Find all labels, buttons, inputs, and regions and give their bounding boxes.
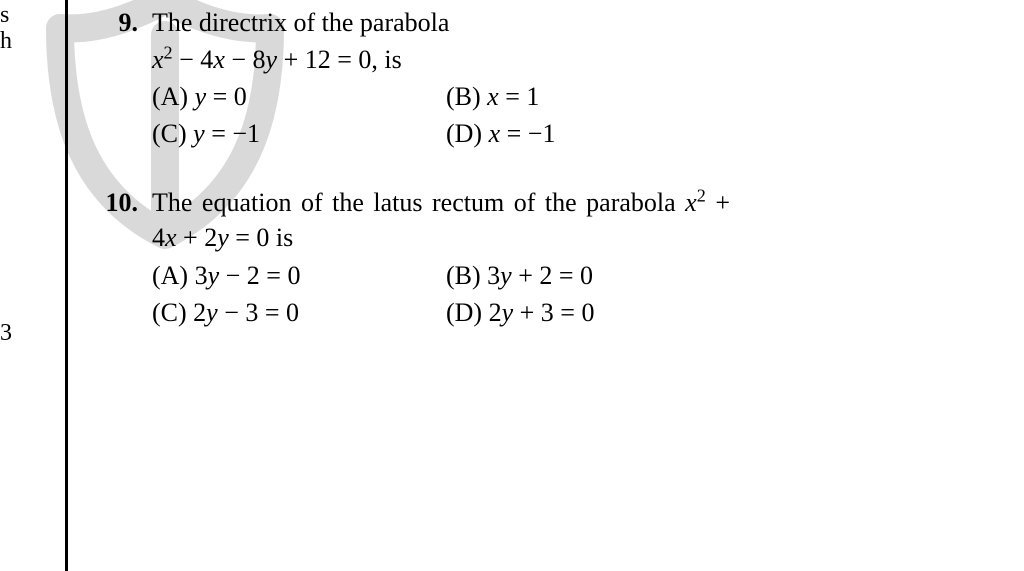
option-d: (D) x = −1 <box>446 116 730 151</box>
option-c: (C) 2y − 3 = 0 <box>152 295 436 330</box>
option-label: (B) <box>446 261 481 290</box>
questions-column: 9. The directrix of the parabola x2 − 4x… <box>90 5 730 364</box>
option-label: (D) <box>446 119 482 148</box>
question-stem: The equation of the latus rectum of the … <box>152 185 730 255</box>
question-number: 9. <box>90 5 152 151</box>
option-c: (C) y = −1 <box>152 116 436 151</box>
option-value: x = 1 <box>487 82 539 111</box>
question-stem-line1: The directrix of the parabola <box>152 5 730 40</box>
question-9: 9. The directrix of the parabola x2 − 4x… <box>90 5 730 151</box>
margin-char-2: h <box>0 28 12 54</box>
option-label: (A) <box>152 82 188 111</box>
option-label: (C) <box>152 119 187 148</box>
option-label: (B) <box>446 82 481 111</box>
option-d: (D) 2y + 3 = 0 <box>446 295 730 330</box>
option-label: (D) <box>446 298 482 327</box>
option-value: 3y + 2 = 0 <box>487 261 593 290</box>
option-value: x = −1 <box>489 119 556 148</box>
option-b: (B) x = 1 <box>446 79 730 114</box>
option-value: 2y − 3 = 0 <box>193 298 299 327</box>
option-a: (A) 3y − 2 = 0 <box>152 258 436 293</box>
option-b: (B) 3y + 2 = 0 <box>446 258 730 293</box>
question-number: 10. <box>90 185 152 329</box>
options-grid: (A) 3y − 2 = 0 (B) 3y + 2 = 0 (C) 2y − 3… <box>152 258 730 330</box>
question-10: 10. The equation of the latus rectum of … <box>90 185 730 329</box>
option-a: (A) y = 0 <box>152 79 436 114</box>
margin-char-1: s <box>0 2 9 28</box>
question-body: The directrix of the parabola x2 − 4x − … <box>152 5 730 151</box>
option-value: y = 0 <box>195 82 247 111</box>
option-value: y = −1 <box>193 119 260 148</box>
option-label: (A) <box>152 261 188 290</box>
column-divider <box>65 0 68 571</box>
margin-char-3: 3 <box>0 320 12 346</box>
left-margin-fragments: s h 3 <box>0 0 14 571</box>
question-body: The equation of the latus rectum of the … <box>152 185 730 329</box>
option-value: 2y + 3 = 0 <box>489 298 595 327</box>
option-label: (C) <box>152 298 187 327</box>
options-grid: (A) y = 0 (B) x = 1 (C) y = −1 (D) x = −… <box>152 79 730 151</box>
question-stem-equation: x2 − 4x − 8y + 12 = 0, is <box>152 42 730 77</box>
option-value: 3y − 2 = 0 <box>195 261 301 290</box>
